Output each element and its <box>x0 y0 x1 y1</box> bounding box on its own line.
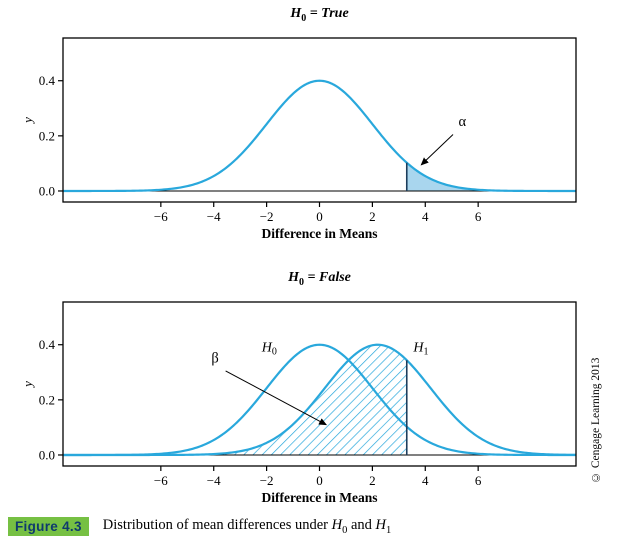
x-tick-label: −2 <box>260 473 274 488</box>
caption-h0-var: H <box>331 517 343 534</box>
annotation-label: α <box>458 114 466 130</box>
curve-label-H1: H1 <box>412 341 428 358</box>
title-rest: = True <box>306 6 349 21</box>
plot-h0-false: −6 −4 −2 0 2 4 6 0.0 0.2 0.4 y H0 H1 β <box>20 301 577 488</box>
caption-text: Distribution of mean differences under H… <box>103 517 392 536</box>
chart-title-h0-false: H0 = False <box>18 270 598 294</box>
annotation-arrow <box>225 370 327 426</box>
title-variable: H <box>290 6 302 21</box>
annotation-label: β <box>211 351 218 367</box>
title-variable: H <box>288 270 299 285</box>
caption-h1-sub: 1 <box>386 524 392 536</box>
y-axis-label: y <box>20 117 35 125</box>
x-tick-label: −2 <box>260 209 274 224</box>
x-axis-label-bottom: Difference in Means <box>261 490 378 505</box>
y-tick-label: 0.4 <box>39 337 56 352</box>
figure-label-badge: Figure 4.3 <box>8 517 89 536</box>
y-tick-label: 0.0 <box>39 447 55 462</box>
plot-h0-true: −6 −4 −2 0 2 4 6 0.0 0.2 0.4 y α <box>20 37 577 224</box>
curve-H0 <box>63 79 576 193</box>
annotation-arrow <box>420 134 454 166</box>
x-tick-label: 6 <box>475 473 482 488</box>
beta-region <box>63 344 407 455</box>
y-axis-label: y <box>20 381 35 389</box>
title-rest: = False <box>304 270 351 285</box>
y-tick-label: 0.2 <box>39 128 55 143</box>
x-tick-label: −6 <box>154 473 168 488</box>
caption-h1-var: H <box>375 517 387 534</box>
curve-label-H0: H0 <box>261 341 277 358</box>
x-tick-label: −4 <box>207 473 221 488</box>
chart-h0-false: H0 = False −6 −4 −2 0 2 4 6 0.0 0.2 0.4 y H0 H1 β Dif… <box>18 270 598 506</box>
plot-frame <box>62 37 577 203</box>
y-tick-label: 0.2 <box>39 392 55 407</box>
title-subscript: 0 <box>301 12 307 24</box>
x-axis-label-top: Difference in Means <box>261 226 378 241</box>
x-tick-label: 4 <box>422 209 429 224</box>
caption-mid: and <box>347 517 376 534</box>
x-tick-label: 6 <box>475 209 482 224</box>
caption-h0-sub: 0 <box>342 524 348 536</box>
caption-pre: Distribution of mean differences under <box>102 517 332 534</box>
x-tick-label: −4 <box>207 209 221 224</box>
curve-H1 <box>63 343 577 457</box>
y-tick-label: 0.4 <box>39 73 56 88</box>
x-tick-label: 0 <box>316 209 323 224</box>
title-subscript: 0 <box>299 276 304 288</box>
x-tick-label: 2 <box>369 473 376 488</box>
chart-title-h0-true: H0 = True <box>18 6 598 30</box>
alpha-region <box>406 162 576 191</box>
x-tick-label: −6 <box>154 209 168 224</box>
chart-h0-true: H0 = True −6 −4 −2 0 2 4 6 0.0 0.2 0.4 y α Differen… <box>18 6 598 242</box>
copyright-credit: © Cengage Learning 2013 <box>590 357 602 484</box>
x-tick-label: 2 <box>369 209 376 224</box>
y-tick-label: 0.0 <box>39 183 55 198</box>
x-tick-label: 4 <box>422 473 429 488</box>
x-tick-label: 0 <box>316 473 323 488</box>
figure-caption: Figure 4.3 Distribution of mean differen… <box>8 517 608 536</box>
